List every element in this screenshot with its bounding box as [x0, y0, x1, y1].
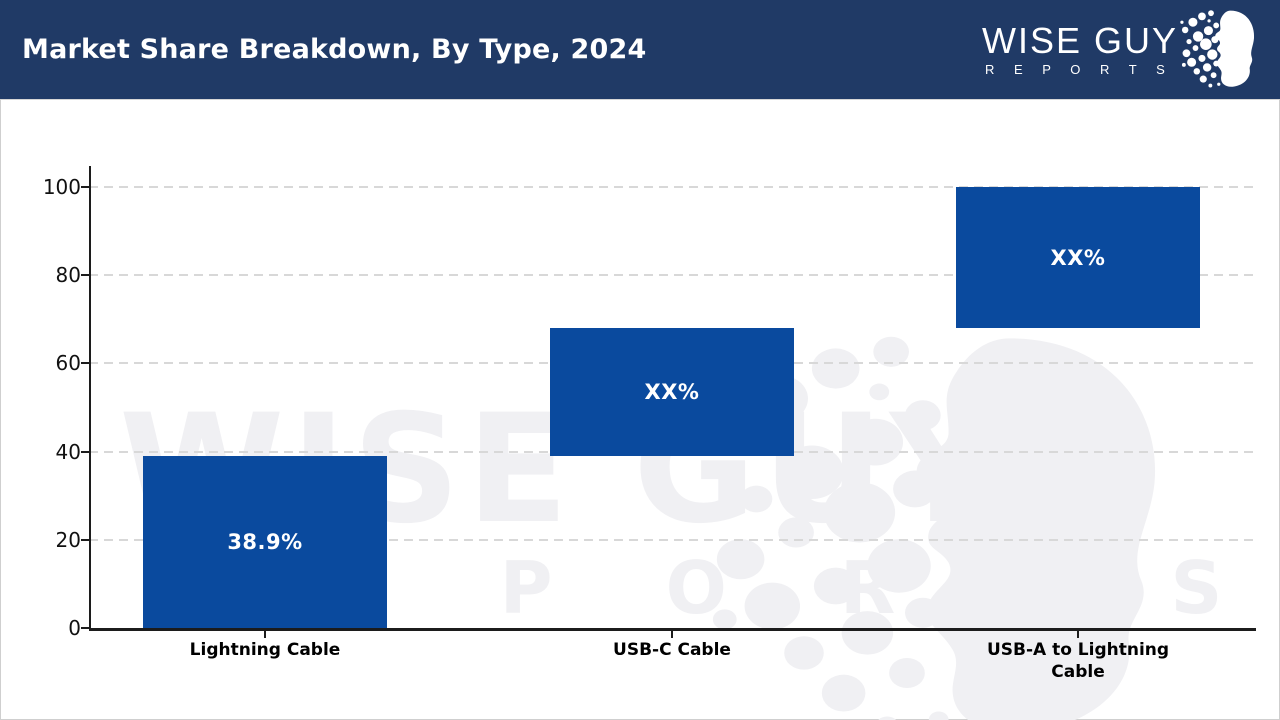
y-axis-tick-label: 20 [55, 527, 81, 552]
bar-value-label: XX% [644, 380, 700, 405]
y-axis-tick-label: 100 [42, 175, 81, 199]
x-axis-category-label: USB-A to Lightning Cable [986, 640, 1170, 683]
y-axis-tick-label: 40 [55, 439, 81, 464]
chart-area: WISE GUY R E P O R T S 0 20 40 60 80 100 38.9%… [0, 99, 1280, 720]
y-axis-tick-label: 60 [55, 351, 81, 376]
wise-guy-reports-logo: WISE GUY R E P O R T S [982, 8, 1264, 92]
logo-text: WISE GUY R E P O R T S [981, 19, 1178, 77]
bar-value-label: 38.9% [227, 530, 303, 555]
logo-face-icon [1180, 9, 1255, 87]
y-axis-tick-mark [81, 627, 89, 629]
x-axis-category-label: Lightning Cable [189, 640, 341, 660]
y-axis-tick-label: 0 [68, 616, 81, 640]
y-axis-tick-mark [81, 274, 89, 277]
y-axis-tick-mark [81, 186, 89, 188]
bar-value-label: XX% [1050, 245, 1106, 270]
gridline-100 [89, 186, 1256, 188]
x-axis-tick-mark [1077, 630, 1079, 638]
x-axis-tick-mark [671, 630, 673, 638]
x-axis-line [89, 628, 1256, 631]
gridline-20 [89, 538, 1256, 541]
header-bar: Market Share Breakdown, By Type, 2024 WI… [0, 0, 1280, 99]
gridline-80 [89, 274, 1256, 277]
logo-subtitle: R E P O R T S [984, 61, 1173, 77]
bar-1: 38.9% [143, 456, 387, 628]
logo-wordmark: WISE GUY [981, 19, 1178, 61]
y-axis-tick-mark [81, 362, 89, 365]
y-axis-tick-label: 80 [55, 263, 81, 288]
bar-3: XX% [956, 187, 1200, 329]
page-title: Market Share Breakdown, By Type, 2024 [22, 34, 647, 65]
y-axis-tick-mark [81, 450, 89, 453]
x-axis-tick-mark [264, 630, 266, 638]
bar-2: XX% [550, 328, 794, 457]
y-axis-tick-mark [81, 538, 89, 541]
y-axis-line [89, 166, 91, 631]
x-axis-category-label: USB-C Cable [613, 640, 731, 660]
